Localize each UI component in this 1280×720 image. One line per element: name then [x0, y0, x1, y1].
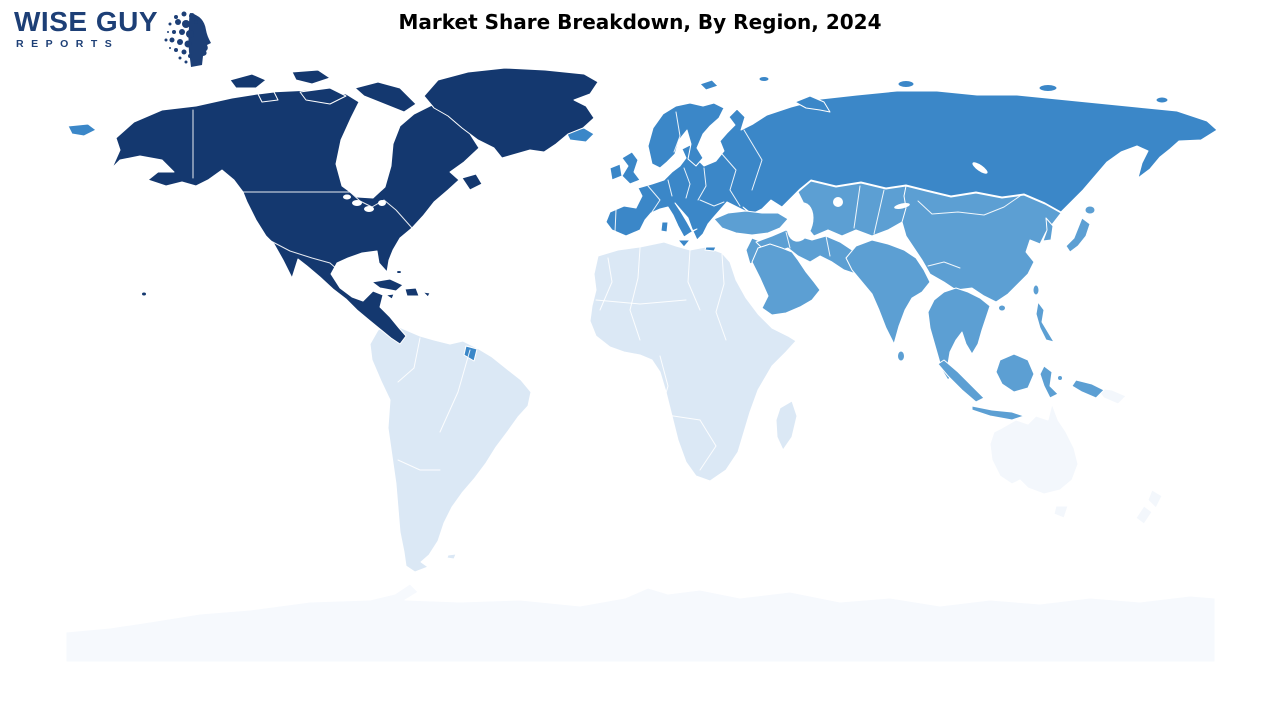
region-antarctica	[65, 583, 1216, 663]
great-lake-1	[352, 200, 362, 206]
region-hainan	[998, 304, 1006, 312]
region-wrangel	[1155, 96, 1169, 104]
aral-sea	[833, 197, 843, 207]
region-scandinavia	[647, 102, 725, 169]
region-puerto-rico	[422, 291, 431, 298]
region-europe-russia	[605, 90, 1218, 241]
region-sulawesi	[1039, 365, 1059, 399]
region-australia	[989, 403, 1079, 495]
region-baffin	[354, 81, 417, 113]
region-sicily	[677, 239, 691, 248]
region-arabia	[751, 243, 821, 316]
lake-balkhash	[894, 203, 910, 209]
region-cuba	[371, 278, 404, 292]
region-north-america-mainland	[111, 89, 485, 345]
region-sri-lanka	[897, 350, 905, 362]
region-sardinia	[660, 221, 669, 233]
page-title: Market Share Breakdown, By Region, 2024	[398, 10, 882, 34]
region-indochina	[927, 287, 991, 381]
region-crete	[704, 246, 717, 252]
region-newfoundland	[461, 173, 483, 191]
region-india	[845, 239, 931, 345]
region-png-east	[1095, 387, 1127, 405]
region-svalbard	[699, 79, 719, 91]
region-west-new-guinea	[1071, 379, 1105, 399]
region-borneo	[995, 353, 1035, 393]
region-falklands	[446, 553, 457, 560]
wise-guy-reports-logo: WISE GUY REPORTS	[14, 8, 218, 70]
region-ireland	[609, 163, 623, 181]
region-hispaniola	[404, 287, 420, 297]
logo-head-icon	[164, 11, 212, 67]
logo-wordmark: WISE GUY	[14, 6, 159, 37]
great-lake-4	[343, 194, 351, 200]
region-hokkaido	[1084, 205, 1096, 215]
great-lake-2	[364, 206, 374, 212]
region-hawaii	[141, 291, 147, 297]
region-china-mongolia	[901, 185, 1062, 303]
region-south-america	[369, 323, 532, 573]
region-novaya-zemlya	[794, 95, 831, 113]
region-java	[971, 405, 1025, 421]
region-arctic-island-2	[291, 69, 331, 85]
region-new-zealand-north	[1147, 489, 1163, 509]
region-greenland	[423, 67, 599, 159]
region-japan	[1065, 217, 1091, 253]
region-moluccas	[1057, 375, 1063, 381]
region-taiwan	[1032, 284, 1040, 296]
region-arctic-island-3	[299, 87, 347, 105]
region-korea	[1042, 217, 1054, 242]
region-komandorski	[67, 123, 97, 137]
region-arctic-island-1	[229, 73, 267, 89]
region-bahamas	[396, 270, 402, 274]
region-new-siberian-is	[1038, 84, 1058, 92]
region-french-guiana	[463, 345, 478, 362]
region-new-zealand-south	[1135, 505, 1153, 525]
region-turkey	[713, 210, 789, 236]
region-franz-josef	[758, 76, 770, 82]
caspian-sea	[786, 202, 814, 242]
logo-subtext: REPORTS	[16, 38, 120, 50]
region-sumatra	[937, 359, 985, 403]
region-tasmania	[1053, 505, 1069, 519]
region-severnaya-zemlya	[897, 80, 915, 88]
country-borders	[192, 109, 1021, 471]
region-uk	[621, 151, 641, 185]
region-philippines	[1035, 301, 1055, 343]
region-madagascar	[775, 400, 798, 451]
region-jamaica	[385, 293, 395, 300]
region-arctic-island-4	[257, 91, 279, 103]
lake-baikal	[972, 162, 988, 174]
great-lake-3	[378, 200, 386, 206]
